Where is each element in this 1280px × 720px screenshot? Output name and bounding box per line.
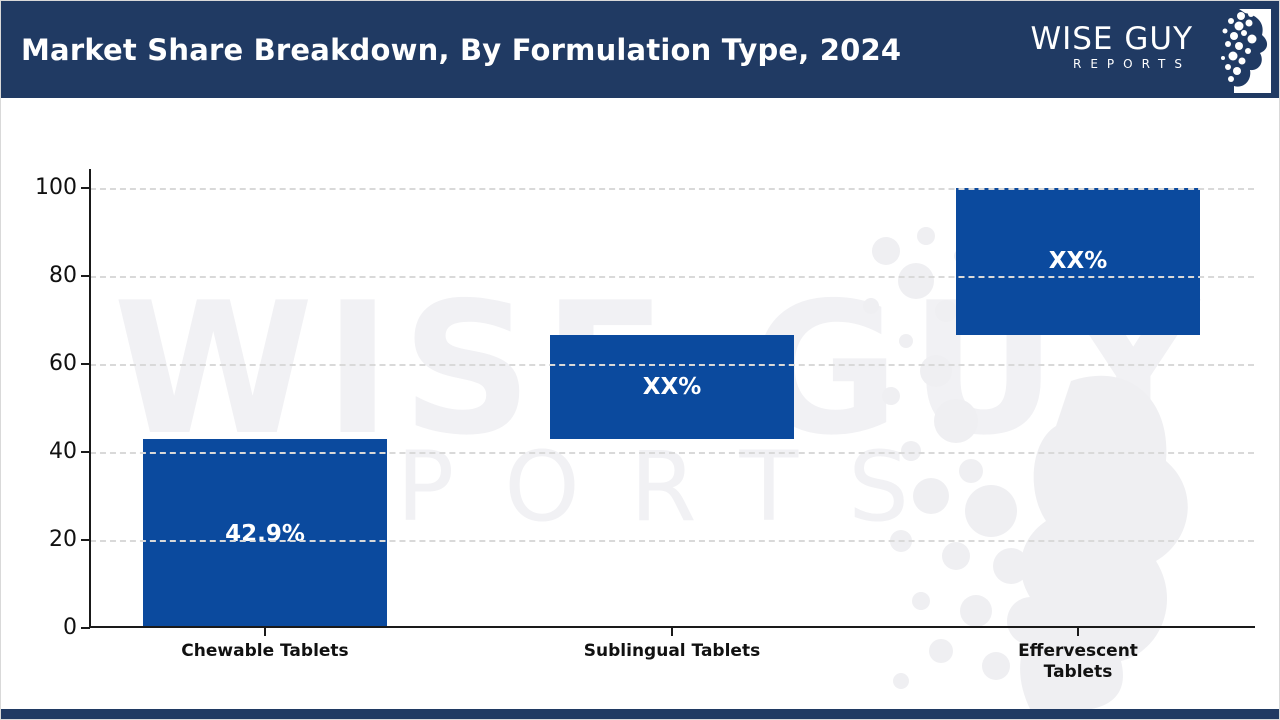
- x-axis-line: [89, 626, 1255, 628]
- header-band: Market Share Breakdown, By Formulation T…: [1, 1, 1279, 98]
- gridline-100: [90, 188, 1254, 190]
- wiseguy-logo-line2: REPORTS: [1072, 57, 1191, 71]
- y-tick-label: 100: [35, 175, 77, 200]
- y-tick-label: 60: [49, 351, 77, 376]
- bar-value-label: XX%: [642, 373, 702, 400]
- bar-segment: 42.9%: [143, 439, 387, 628]
- x-category-label: Chewable Tablets: [181, 641, 349, 661]
- bar-segment: XX%: [550, 334, 794, 440]
- y-tick-0: [81, 627, 90, 629]
- gridline-60: [90, 364, 1254, 366]
- y-tick-label: 40: [49, 439, 77, 464]
- y-tick-80: [81, 275, 90, 277]
- x-tick: [264, 628, 266, 636]
- bar-segment: XX%: [956, 188, 1200, 335]
- y-tick-label: 80: [49, 263, 77, 288]
- gridline-80: [90, 276, 1254, 278]
- wiseguy-logo-text: WISE GUY REPORTS: [1030, 23, 1193, 71]
- y-axis-line: [89, 169, 91, 628]
- gridline-40: [90, 452, 1254, 454]
- bar-value-label: 42.9%: [225, 520, 305, 547]
- bar-value-label: XX%: [1048, 248, 1108, 275]
- x-tick: [671, 628, 673, 636]
- footer-band: [1, 709, 1279, 719]
- y-tick-60: [81, 363, 90, 365]
- y-tick-label: 20: [49, 527, 77, 552]
- x-category-label: Effervescent Tablets: [1018, 641, 1138, 682]
- wiseguy-logo-line1: WISE GUY: [1030, 21, 1193, 57]
- y-tick-40: [81, 451, 90, 453]
- y-tick-label: 0: [63, 615, 77, 640]
- y-tick-20: [81, 539, 90, 541]
- chart-title: Market Share Breakdown, By Formulation T…: [21, 32, 902, 67]
- wiseguy-face-icon: [1221, 9, 1271, 93]
- gridline-20: [90, 540, 1254, 542]
- x-category-label: Sublingual Tablets: [583, 641, 761, 661]
- x-tick: [1077, 628, 1079, 636]
- wiseguy-logo: WISE GUY REPORTS: [1011, 7, 1271, 93]
- y-tick-100: [81, 187, 90, 189]
